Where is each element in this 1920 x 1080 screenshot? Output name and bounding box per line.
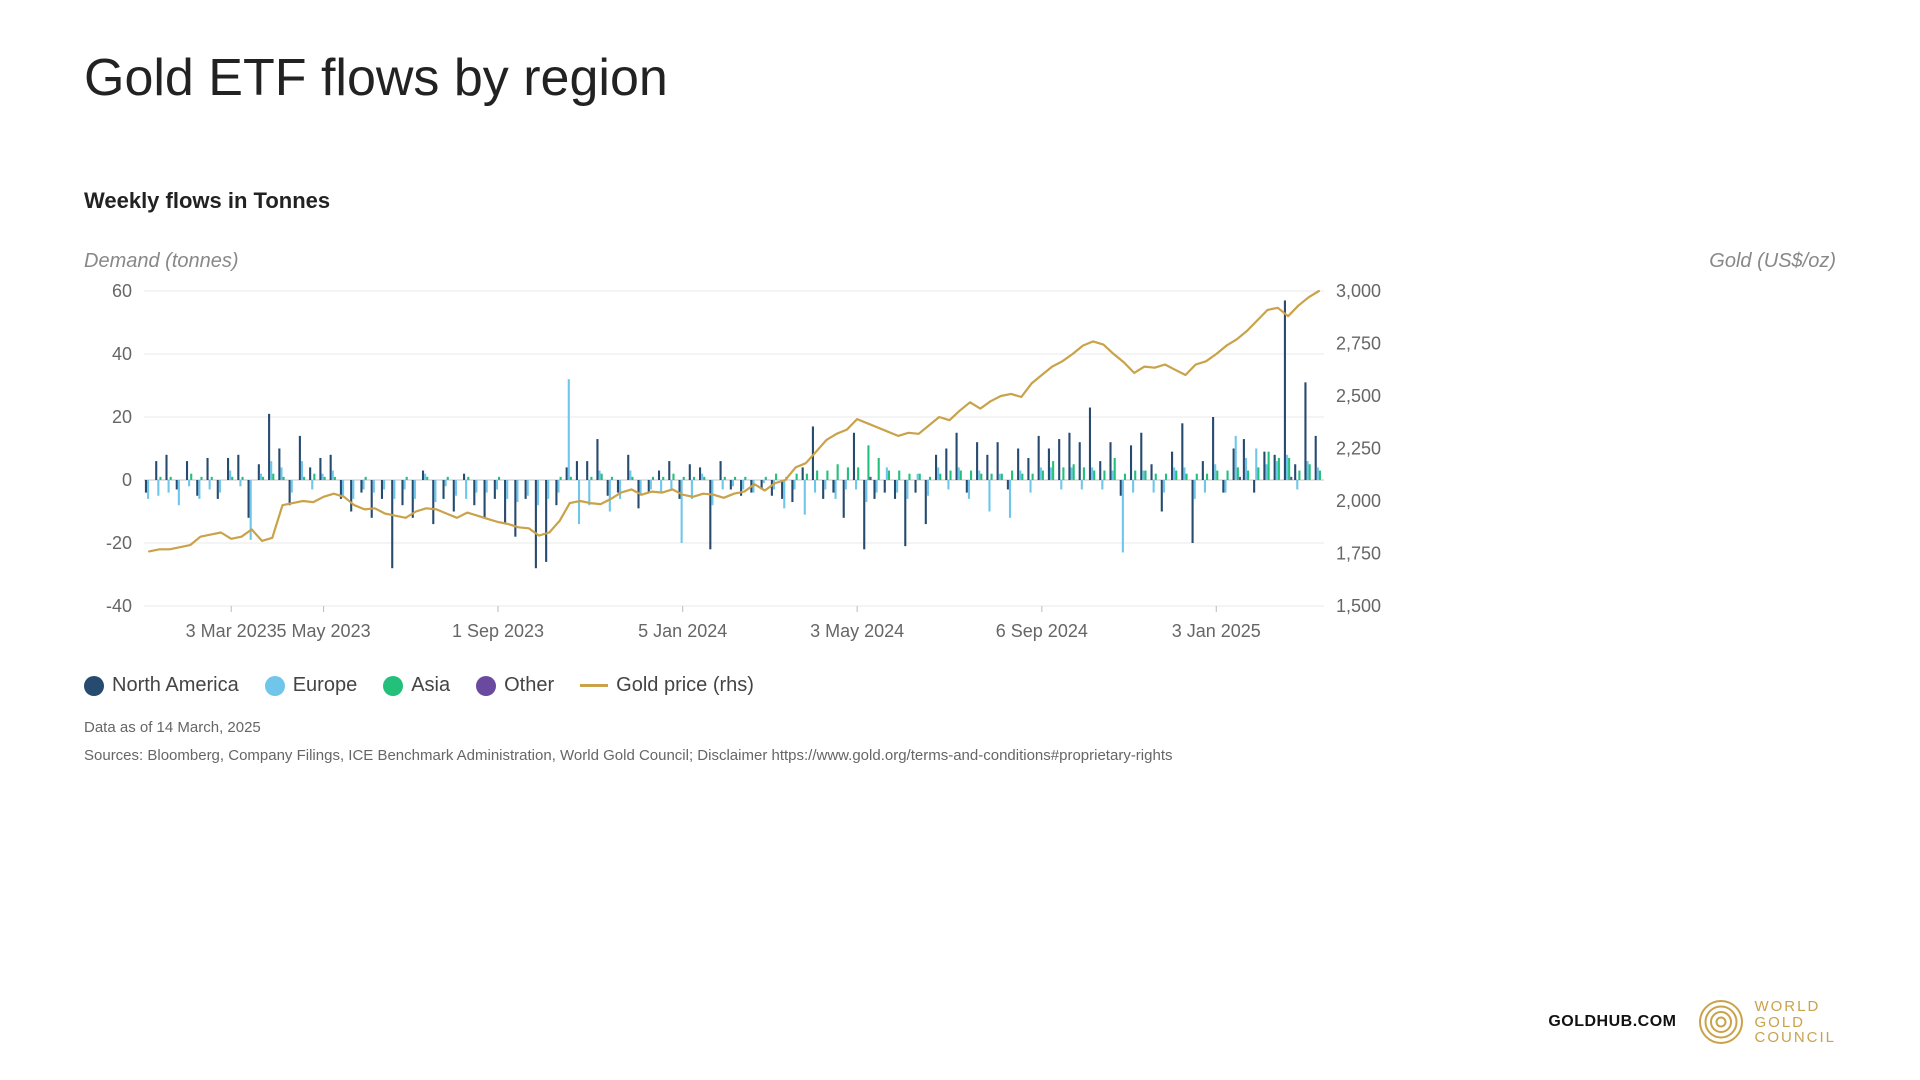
legend-label-price: Gold price (rhs) <box>616 674 754 697</box>
wgc-rings-icon <box>1698 999 1744 1045</box>
data-asof: Data as of 14 March, 2025 <box>84 719 1836 736</box>
legend-item-eu: Europe <box>265 674 358 697</box>
wgc-text: WORLD GOLD COUNCIL <box>1754 999 1836 1046</box>
svg-text:-20: -20 <box>106 533 132 553</box>
legend-label-na: North America <box>112 674 239 697</box>
legend-item-other: Other <box>476 674 554 697</box>
svg-text:2,500: 2,500 <box>1336 386 1381 406</box>
svg-text:2,750: 2,750 <box>1336 334 1381 354</box>
legend-label-other: Other <box>504 674 554 697</box>
svg-text:1,750: 1,750 <box>1336 544 1381 564</box>
svg-text:3 Mar 2023: 3 Mar 2023 <box>186 621 277 641</box>
chart-svg: -40 -20 0 20 40 60 1,500 1,750 2,000 2,250 2,500 2,… <box>84 281 1384 651</box>
svg-text:6 Sep 2024: 6 Sep 2024 <box>996 621 1088 641</box>
legend-label-eu: Europe <box>293 674 358 697</box>
left-axis-title: Demand (tonnes) <box>84 250 239 273</box>
footer-site: GOLDHUB.COM <box>1548 1013 1676 1031</box>
sources-text: Sources: Bloomberg, Company Filings, ICE… <box>84 746 1384 766</box>
chart-area: -40 -20 0 20 40 60 1,500 1,750 2,000 2,250 2,500 2,… <box>84 281 1836 656</box>
svg-text:1,500: 1,500 <box>1336 596 1381 616</box>
legend: North America Europe Asia Other Gold price (… <box>84 674 1836 697</box>
chart-subtitle: Weekly flows in Tonnes <box>84 188 1836 214</box>
legend-swatch-other <box>476 676 496 696</box>
svg-text:-40: -40 <box>106 596 132 616</box>
footer: GOLDHUB.COM WORLD GOLD COUNCIL <box>1548 999 1836 1046</box>
legend-swatch-eu <box>265 676 285 696</box>
svg-text:3 May 2024: 3 May 2024 <box>810 621 904 641</box>
svg-text:40: 40 <box>112 344 132 364</box>
legend-swatch-asia <box>383 676 403 696</box>
legend-item-na: North America <box>84 674 239 697</box>
svg-text:0: 0 <box>122 470 132 490</box>
svg-text:5 Jan 2024: 5 Jan 2024 <box>638 621 727 641</box>
legend-label-asia: Asia <box>411 674 450 697</box>
svg-text:20: 20 <box>112 407 132 427</box>
legend-item-price: Gold price (rhs) <box>580 674 754 697</box>
svg-text:1 Sep 2023: 1 Sep 2023 <box>452 621 544 641</box>
svg-text:3,000: 3,000 <box>1336 281 1381 301</box>
svg-text:2,000: 2,000 <box>1336 491 1381 511</box>
legend-swatch-na <box>84 676 104 696</box>
svg-text:2,250: 2,250 <box>1336 439 1381 459</box>
wgc-logo: WORLD GOLD COUNCIL <box>1698 999 1836 1046</box>
svg-text:60: 60 <box>112 281 132 301</box>
chart-title: Gold ETF flows by region <box>84 48 1836 108</box>
svg-text:3 Jan 2025: 3 Jan 2025 <box>1172 621 1261 641</box>
legend-swatch-price <box>580 684 608 687</box>
svg-text:5 May 2023: 5 May 2023 <box>277 621 371 641</box>
legend-item-asia: Asia <box>383 674 450 697</box>
right-axis-title: Gold (US$/oz) <box>1709 250 1836 273</box>
